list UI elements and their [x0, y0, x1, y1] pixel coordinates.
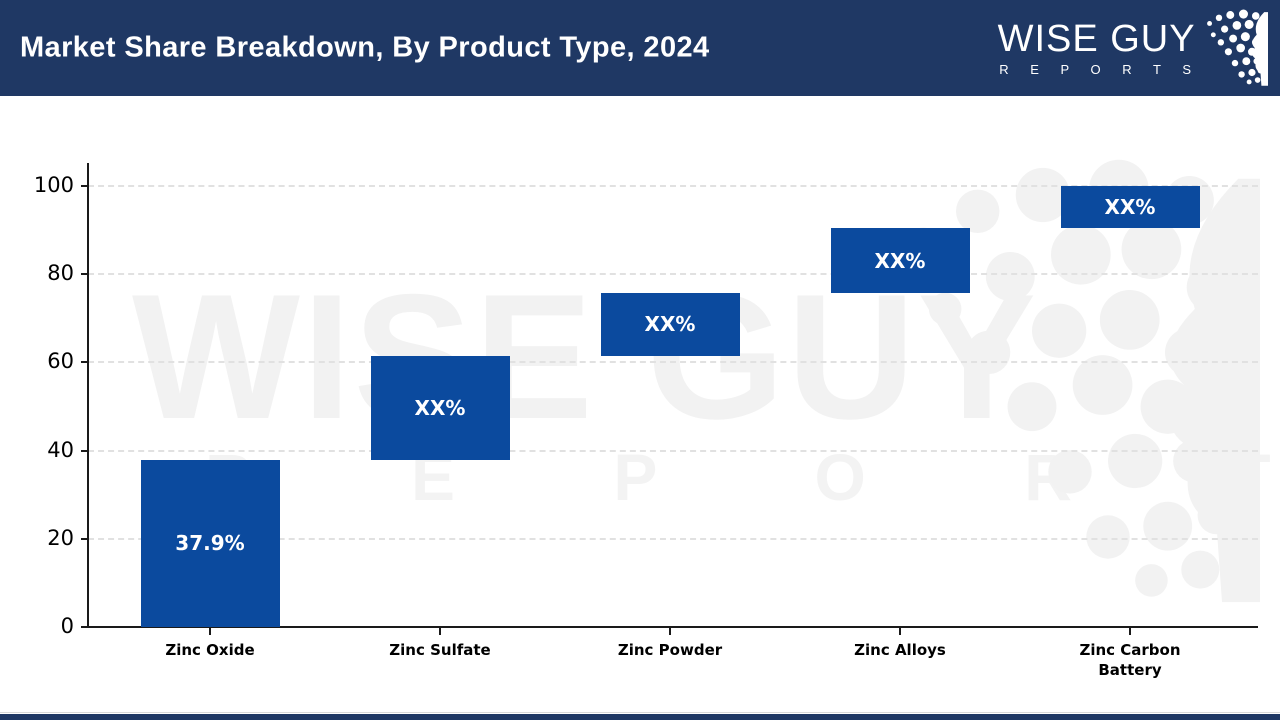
y-tick-label-60: 60: [47, 349, 74, 374]
y-tick-label-0: 0: [60, 614, 74, 638]
brand-name: WISE GUY: [997, 17, 1196, 60]
bar-label-zinc-sulfate: XX%: [414, 395, 466, 420]
bar-zinc-sulfate: XX%: [370, 355, 510, 460]
bar-zinc-powder: XX%: [600, 292, 740, 356]
footer-bar: [0, 714, 1280, 720]
bar-zinc-carbon-battery: XX%: [1060, 186, 1200, 229]
bar-zinc-alloys: XX%: [830, 228, 970, 293]
brand-logo-text: WISE GUY R E P O R T S: [993, 20, 1200, 77]
gridline-80: [88, 273, 1258, 276]
x-tick-mark-zinc-alloys: [899, 627, 901, 635]
x-tick-label-zinc-carbon-battery: Zinc Carbon Battery: [1079, 641, 1181, 679]
y-axis-line: [87, 163, 89, 627]
bar-label-zinc-oxide: 37.9%: [175, 531, 245, 556]
y-tick-mark-100: [81, 185, 88, 187]
x-tick-mark-zinc-sulfate: [439, 627, 441, 635]
x-tick-mark-zinc-powder: [669, 627, 671, 635]
x-tick-label-zinc-oxide: Zinc Oxide: [165, 641, 255, 659]
x-axis-line: [87, 626, 1258, 628]
bar-label-zinc-alloys: XX%: [874, 248, 926, 273]
y-tick-mark-0: [81, 626, 88, 628]
bar-label-zinc-carbon-battery: XX%: [1104, 195, 1156, 220]
y-tick-label-20: 20: [47, 525, 74, 550]
header: Market Share Breakdown, By Product Type,…: [0, 0, 1280, 96]
footer-divider: [0, 712, 1280, 713]
x-tick-label-zinc-sulfate: Zinc Sulfate: [389, 641, 491, 659]
x-tick-mark-zinc-carbon-battery: [1129, 627, 1131, 635]
gridline-60: [88, 361, 1258, 364]
y-tick-mark-60: [81, 361, 88, 364]
brand-subtitle: R E P O R T S: [999, 61, 1200, 77]
brand-logo: WISE GUY R E P O R T S: [993, 8, 1268, 88]
y-tick-label-80: 80: [47, 261, 74, 286]
y-tick-mark-80: [81, 273, 88, 276]
gridline-40: [88, 449, 1258, 452]
watermark-text: WISE GUY: [132, 257, 1039, 456]
x-tick-mark-zinc-oxide: [209, 627, 211, 635]
bar-label-zinc-powder: XX%: [644, 312, 696, 337]
bar-zinc-oxide: 37.9%: [140, 459, 280, 627]
y-tick-label-100: 100: [33, 173, 74, 197]
brand-face-icon: [1207, 9, 1268, 86]
y-tick-label-40: 40: [47, 437, 74, 462]
x-tick-label-zinc-alloys: Zinc Alloys: [854, 641, 946, 659]
gridline-20: [88, 537, 1258, 540]
y-tick-mark-40: [81, 449, 88, 452]
x-tick-label-zinc-powder: Zinc Powder: [617, 641, 723, 659]
y-tick-mark-20: [81, 537, 88, 540]
gridline-100: [88, 185, 1258, 187]
page-title: Market Share Breakdown, By Product Type,…: [20, 31, 710, 64]
